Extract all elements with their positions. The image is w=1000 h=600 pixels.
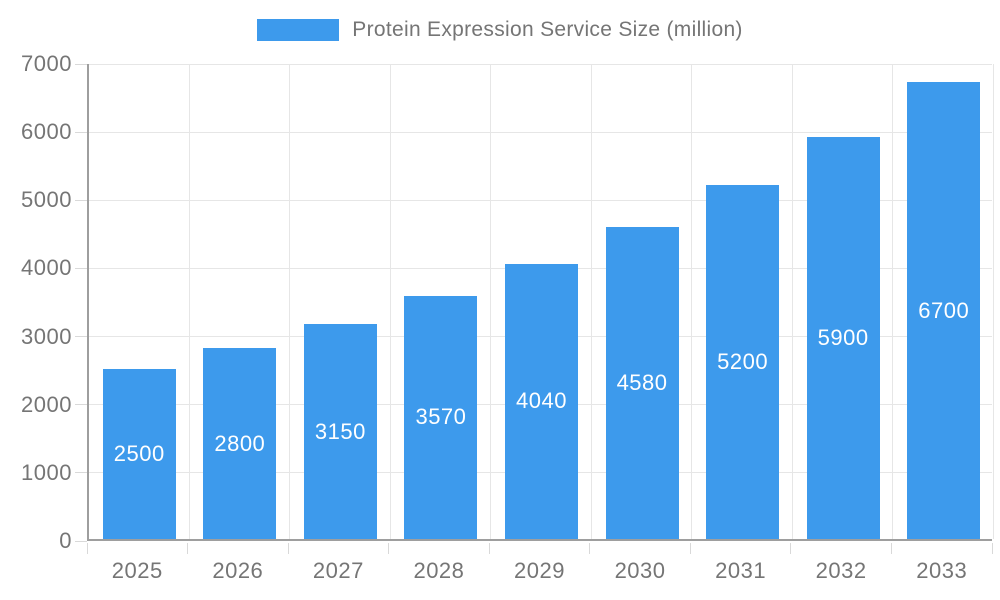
x-axis-tick xyxy=(689,543,691,554)
bar-value-label: 4580 xyxy=(616,369,668,395)
y-gridline xyxy=(89,199,992,201)
x-axis-label: 2025 xyxy=(111,558,163,583)
y-gridline xyxy=(89,131,992,133)
legend-swatch xyxy=(257,19,340,41)
y-axis-tick xyxy=(75,540,87,542)
x-axis-tick xyxy=(187,543,189,554)
y-axis-label: 3000 xyxy=(21,323,72,349)
bar-value-label: 6700 xyxy=(918,297,970,323)
x-axis-tick xyxy=(991,543,993,554)
bar-2028[interactable]: 3570 xyxy=(404,295,478,539)
x-axis-label: 2029 xyxy=(514,558,565,583)
y-axis-label: 1000 xyxy=(21,459,72,485)
y-axis-label: 0 xyxy=(59,528,72,553)
bar-value-label: 2800 xyxy=(214,430,266,456)
bar-2026[interactable]: 2800 xyxy=(203,348,277,539)
bar-value-label: 3570 xyxy=(415,404,467,430)
bar-value-label: 4040 xyxy=(516,388,567,414)
y-axis-tick xyxy=(75,472,87,474)
y-axis-tick xyxy=(75,336,87,338)
bar-2027[interactable]: 3150 xyxy=(303,324,377,539)
y-axis-tick xyxy=(75,267,87,269)
y-axis-tick xyxy=(75,199,87,201)
bar-2031[interactable]: 5200 xyxy=(706,184,780,539)
y-axis-tick xyxy=(75,404,87,406)
y-axis-label: 2000 xyxy=(21,391,72,417)
x-axis-label: 2027 xyxy=(312,558,364,583)
y-axis-tick xyxy=(75,131,87,133)
y-axis-label: 4000 xyxy=(21,255,72,281)
x-axis-label: 2031 xyxy=(715,558,767,583)
x-axis-tick xyxy=(488,543,490,554)
y-axis-label: 7000 xyxy=(21,51,72,76)
y-axis-tick xyxy=(75,63,87,65)
bar-value-label: 5900 xyxy=(817,324,869,350)
y-gridline xyxy=(89,63,992,65)
x-gridline xyxy=(590,64,592,539)
x-axis-tick xyxy=(86,543,88,554)
x-gridline xyxy=(188,64,190,539)
x-gridline xyxy=(490,64,492,539)
x-axis-tick xyxy=(589,543,591,554)
x-gridline xyxy=(993,64,994,539)
bar-2029[interactable]: 4040 xyxy=(505,263,578,539)
bar-2025[interactable]: 2500 xyxy=(102,368,176,539)
x-axis-label: 2030 xyxy=(614,558,666,583)
y-axis-label: 6000 xyxy=(21,119,72,145)
bar-value-label: 2500 xyxy=(113,440,165,466)
x-gridline xyxy=(691,64,693,539)
x-axis-tick xyxy=(388,543,390,554)
bar-value-label: 5200 xyxy=(717,348,769,374)
bar-2032[interactable]: 5900 xyxy=(806,136,880,539)
x-gridline xyxy=(389,64,391,539)
x-gridline xyxy=(289,64,291,539)
x-axis-tick xyxy=(790,543,792,554)
y-axis-label: 5000 xyxy=(21,187,72,213)
legend[interactable]: Protein Expression Service Size (million… xyxy=(0,18,1000,42)
bar-2030[interactable]: 4580 xyxy=(605,226,679,539)
x-gridline xyxy=(791,64,793,539)
x-axis-label: 2032 xyxy=(815,558,867,583)
x-axis-tick xyxy=(287,543,289,554)
plot-area: 2500 2800 3150 3570 4040 4580 5200 5900 6700 xyxy=(87,63,994,541)
x-axis-label: 2028 xyxy=(413,558,465,583)
x-axis-label: 2026 xyxy=(212,558,264,583)
bar-2033[interactable]: 6700 xyxy=(907,82,981,539)
legend-label: Protein Expression Service Size (million… xyxy=(352,18,743,41)
x-axis-label: 2033 xyxy=(916,558,968,583)
bar-value-label: 3150 xyxy=(314,418,366,444)
x-axis-tick xyxy=(890,543,892,554)
x-gridline xyxy=(892,64,894,539)
